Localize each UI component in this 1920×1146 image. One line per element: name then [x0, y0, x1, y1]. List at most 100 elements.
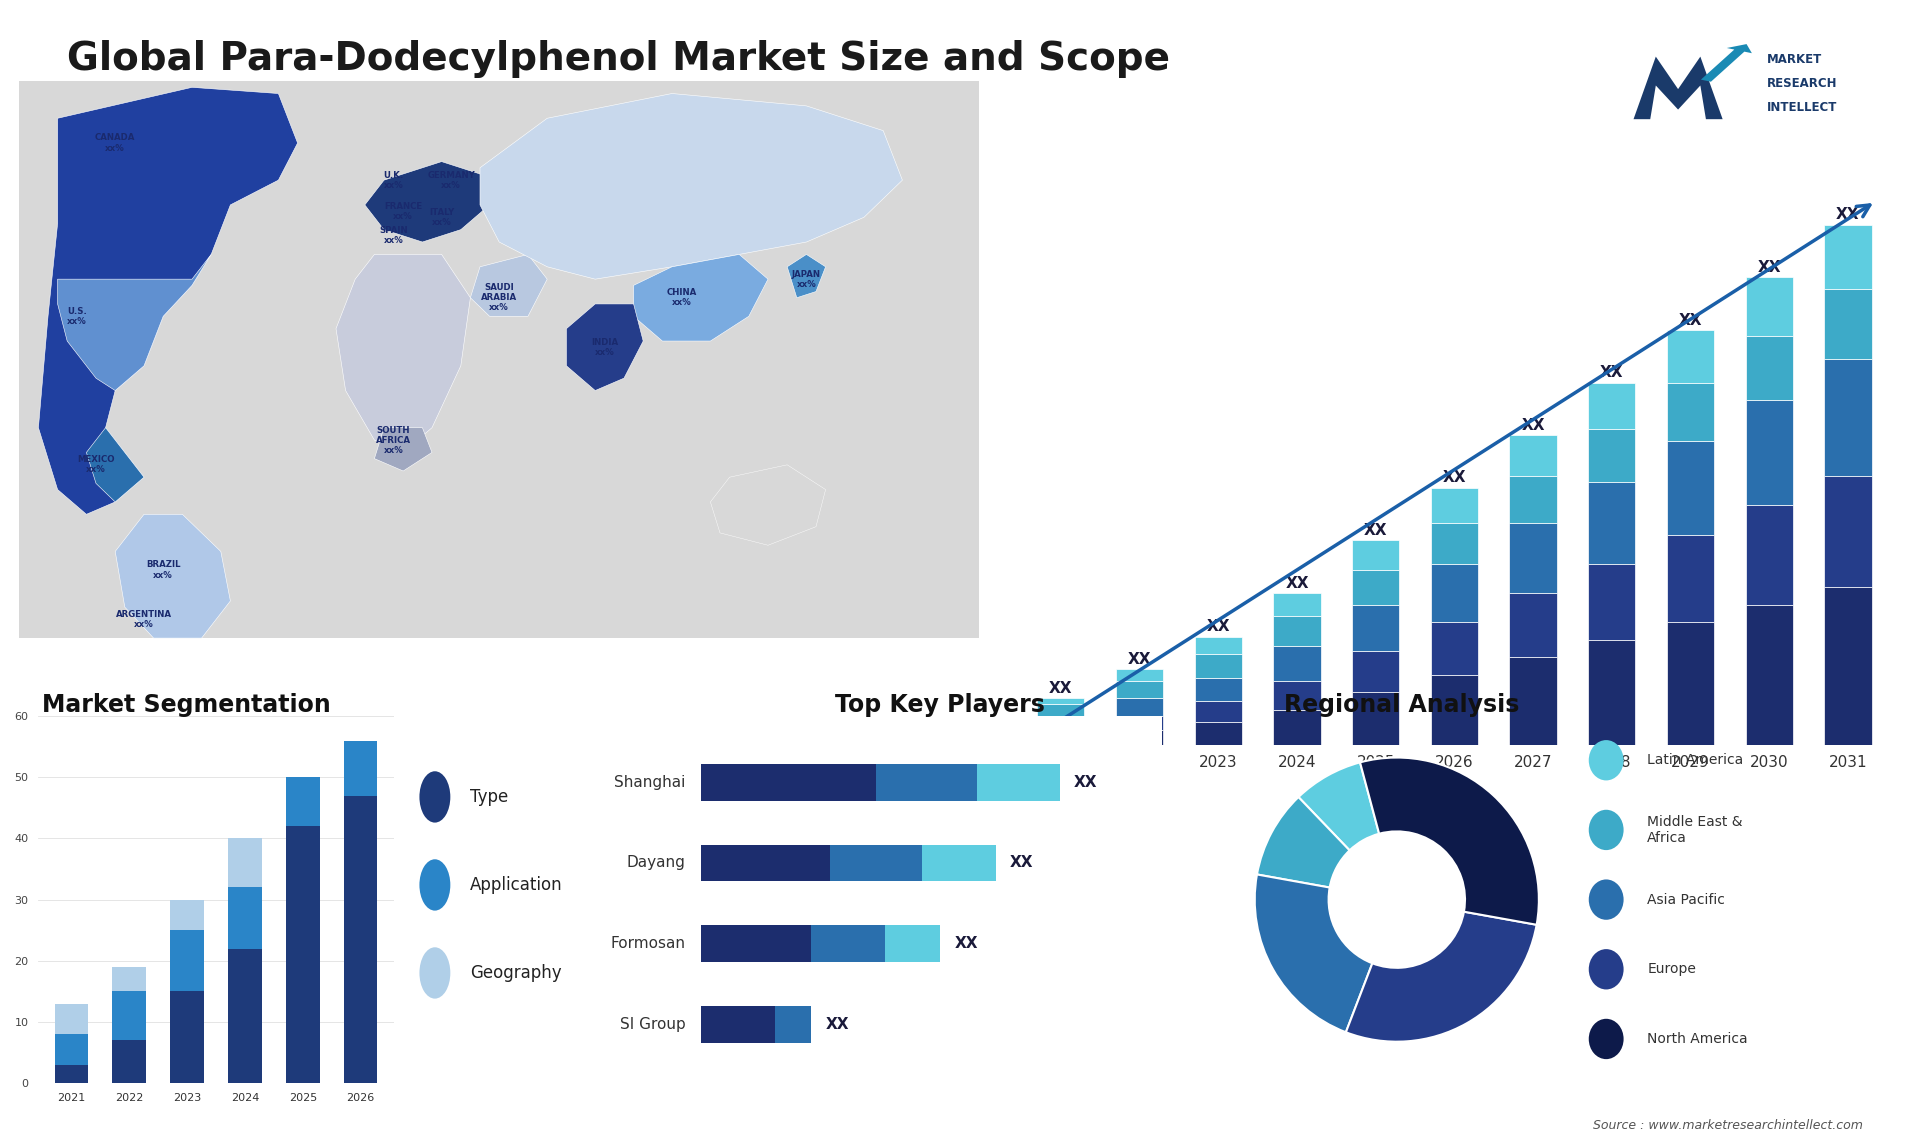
- Text: FRANCE
xx%: FRANCE xx%: [384, 202, 422, 221]
- Bar: [54, 1034, 88, 1065]
- Bar: [113, 991, 146, 1041]
- Text: SPAIN
xx%: SPAIN xx%: [380, 226, 407, 245]
- Bar: [1824, 587, 1872, 745]
- Polygon shape: [38, 87, 298, 515]
- Circle shape: [1588, 879, 1624, 920]
- Bar: [1352, 541, 1400, 570]
- Bar: [1430, 564, 1478, 622]
- Bar: [1116, 698, 1164, 716]
- Text: ARGENTINA
xx%: ARGENTINA xx%: [115, 610, 173, 629]
- Bar: [1430, 488, 1478, 523]
- Text: ITALY
xx%: ITALY xx%: [428, 207, 455, 227]
- Bar: [171, 931, 204, 991]
- Text: XX: XX: [1284, 575, 1309, 590]
- Bar: [228, 949, 261, 1083]
- Bar: [1824, 225, 1872, 289]
- Circle shape: [1588, 810, 1624, 850]
- Text: North America: North America: [1647, 1031, 1747, 1046]
- Bar: [1667, 622, 1715, 745]
- Bar: [774, 1006, 812, 1043]
- Bar: [228, 887, 261, 949]
- Text: Dayang: Dayang: [626, 855, 685, 871]
- Bar: [1824, 359, 1872, 476]
- Bar: [701, 1006, 774, 1043]
- Bar: [1745, 336, 1793, 400]
- Circle shape: [1588, 949, 1624, 989]
- Bar: [1273, 592, 1321, 617]
- Text: Shanghai: Shanghai: [614, 775, 685, 790]
- Bar: [1745, 505, 1793, 605]
- Bar: [1509, 658, 1557, 745]
- Bar: [977, 764, 1060, 801]
- Polygon shape: [336, 254, 470, 453]
- Bar: [344, 740, 378, 795]
- Polygon shape: [58, 254, 211, 391]
- Bar: [1509, 592, 1557, 658]
- Bar: [1667, 534, 1715, 622]
- Bar: [1037, 716, 1085, 728]
- Text: U.K.
xx%: U.K. xx%: [384, 171, 403, 190]
- Bar: [228, 839, 261, 887]
- Wedge shape: [1256, 874, 1373, 1033]
- Text: CANADA
xx%: CANADA xx%: [94, 133, 136, 152]
- Bar: [1745, 400, 1793, 505]
- Text: XX: XX: [1521, 418, 1546, 433]
- Bar: [1667, 383, 1715, 441]
- Text: Middle East &
Africa: Middle East & Africa: [1647, 815, 1743, 845]
- Polygon shape: [1634, 56, 1722, 119]
- Text: Application: Application: [470, 876, 563, 894]
- Polygon shape: [480, 94, 902, 280]
- Text: INDIA
xx%: INDIA xx%: [591, 338, 618, 356]
- Text: MARKET: MARKET: [1766, 53, 1822, 65]
- Text: U.S.
xx%: U.S. xx%: [67, 307, 86, 325]
- Bar: [1194, 637, 1242, 654]
- Text: SOUTH
AFRICA
xx%: SOUTH AFRICA xx%: [376, 425, 411, 455]
- Bar: [1430, 622, 1478, 675]
- Text: XX: XX: [1073, 775, 1098, 790]
- Text: MEXICO
xx%: MEXICO xx%: [77, 455, 115, 474]
- Bar: [1194, 677, 1242, 701]
- Bar: [1352, 605, 1400, 651]
- Polygon shape: [470, 254, 547, 316]
- Text: Latin America: Latin America: [1647, 753, 1743, 768]
- Bar: [1430, 523, 1478, 564]
- Bar: [113, 1041, 146, 1083]
- Bar: [1509, 523, 1557, 592]
- Polygon shape: [710, 465, 826, 545]
- Bar: [286, 826, 319, 1083]
- Bar: [1745, 277, 1793, 336]
- Bar: [286, 777, 319, 826]
- Bar: [1116, 730, 1164, 745]
- Bar: [876, 764, 977, 801]
- Bar: [1509, 435, 1557, 476]
- Bar: [171, 900, 204, 931]
- Bar: [1037, 698, 1085, 704]
- Bar: [1588, 564, 1636, 639]
- Text: Top Key Players: Top Key Players: [835, 693, 1044, 717]
- Bar: [922, 845, 996, 881]
- Bar: [1352, 651, 1400, 692]
- Text: Formosan: Formosan: [611, 936, 685, 951]
- Text: Global Para-Dodecylphenol Market Size and Scope: Global Para-Dodecylphenol Market Size an…: [67, 40, 1169, 78]
- Bar: [1194, 654, 1242, 677]
- Polygon shape: [19, 81, 979, 638]
- Text: XX: XX: [1442, 470, 1467, 486]
- Bar: [1116, 681, 1164, 698]
- Circle shape: [1588, 740, 1624, 780]
- Bar: [1352, 692, 1400, 745]
- Bar: [701, 845, 829, 881]
- Bar: [344, 795, 378, 1083]
- Polygon shape: [634, 254, 768, 342]
- Polygon shape: [787, 254, 826, 298]
- Bar: [1588, 482, 1636, 564]
- Text: Source : www.marketresearchintellect.com: Source : www.marketresearchintellect.com: [1592, 1120, 1862, 1132]
- Text: XX: XX: [1127, 652, 1152, 667]
- Wedge shape: [1298, 762, 1379, 850]
- Bar: [701, 764, 876, 801]
- Bar: [829, 845, 922, 881]
- Polygon shape: [86, 427, 144, 502]
- Text: Market Segmentation: Market Segmentation: [42, 693, 330, 717]
- Text: Regional Analysis: Regional Analysis: [1284, 693, 1519, 717]
- Bar: [1116, 669, 1164, 681]
- Bar: [1037, 704, 1085, 716]
